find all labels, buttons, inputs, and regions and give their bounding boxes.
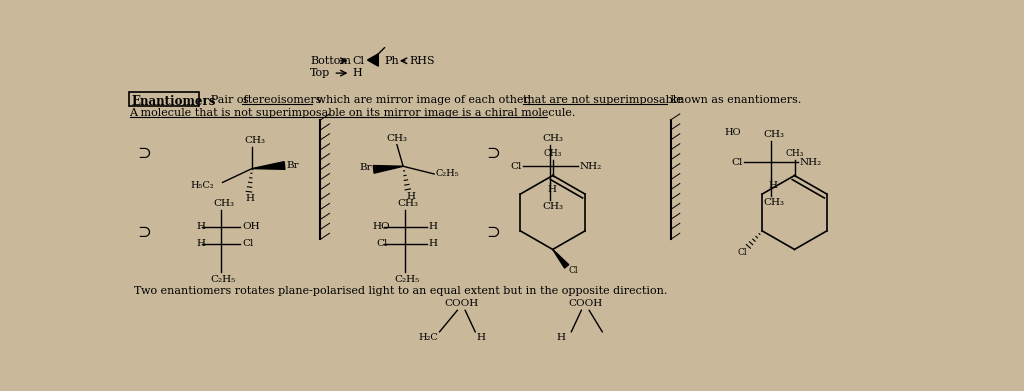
Text: H: H <box>407 192 415 201</box>
Text: CH₃: CH₃ <box>543 202 563 211</box>
Text: CH₃: CH₃ <box>764 198 784 207</box>
Text: CH₃: CH₃ <box>543 134 563 143</box>
Text: Cl: Cl <box>242 239 253 248</box>
Text: H: H <box>557 334 566 343</box>
Text: ⊃: ⊃ <box>137 145 152 163</box>
Text: H₅C₂: H₅C₂ <box>190 181 214 190</box>
Text: C₂H₅: C₂H₅ <box>210 275 236 284</box>
Polygon shape <box>368 54 378 66</box>
Text: H: H <box>768 181 777 190</box>
Text: H: H <box>429 222 437 231</box>
Text: CH₃: CH₃ <box>386 134 408 143</box>
Text: CH₃: CH₃ <box>764 130 784 139</box>
Text: Ph: Ph <box>385 56 399 66</box>
Text: CH₃: CH₃ <box>213 199 234 208</box>
Polygon shape <box>252 161 285 169</box>
Text: C₂H₅: C₂H₅ <box>435 169 460 178</box>
Text: COOH: COOH <box>568 300 602 308</box>
Text: CH₃: CH₃ <box>245 136 265 145</box>
Text: ⊃: ⊃ <box>137 224 152 241</box>
Text: H: H <box>197 222 205 231</box>
Text: H: H <box>429 239 437 248</box>
Text: Cl: Cl <box>737 248 748 257</box>
Text: CH₃: CH₃ <box>544 149 562 158</box>
Text: Enantiomers: Enantiomers <box>131 95 215 108</box>
Text: H: H <box>547 185 556 194</box>
Text: Cl: Cl <box>731 158 742 167</box>
Text: A molecule that is not superimposable on its mirror image is a chiral molecule.: A molecule that is not superimposable on… <box>130 108 575 118</box>
Text: H: H <box>352 68 361 79</box>
Text: H: H <box>197 239 205 248</box>
Polygon shape <box>374 165 403 173</box>
Text: Top: Top <box>310 68 331 79</box>
Text: known as enantiomers.: known as enantiomers. <box>668 95 802 105</box>
Text: that are not superimposable: that are not superimposable <box>523 95 683 105</box>
Text: NH₂: NH₂ <box>579 161 601 170</box>
Text: OH: OH <box>242 222 259 231</box>
Text: Cl: Cl <box>352 56 364 66</box>
Text: which are mirror image of each other,: which are mirror image of each other, <box>313 95 535 105</box>
Text: H: H <box>477 334 485 343</box>
Text: ⊃: ⊃ <box>486 145 500 163</box>
Text: ⊃: ⊃ <box>486 224 500 241</box>
Polygon shape <box>553 249 568 268</box>
Text: Bottom: Bottom <box>310 56 351 66</box>
Text: Two enantiomers rotates plane-polarised light to an equal extent but in the oppo: Two enantiomers rotates plane-polarised … <box>134 285 668 296</box>
Text: : Pair of: : Pair of <box>200 95 251 105</box>
Text: C₂H₅: C₂H₅ <box>394 275 420 284</box>
Text: HO: HO <box>725 128 741 137</box>
Text: Br: Br <box>286 161 299 170</box>
Text: Br: Br <box>359 163 373 172</box>
Text: CH₃: CH₃ <box>785 149 804 158</box>
Text: HO: HO <box>373 222 390 231</box>
Text: stereoisomers: stereoisomers <box>242 95 322 105</box>
Text: Cl: Cl <box>510 161 521 170</box>
Text: Cl: Cl <box>376 239 387 248</box>
Text: COOH: COOH <box>444 300 478 308</box>
Text: H: H <box>246 194 255 203</box>
Text: NH₂: NH₂ <box>800 158 822 167</box>
Text: H₂C: H₂C <box>419 334 438 343</box>
Text: Cl: Cl <box>568 266 578 275</box>
Text: CH₃: CH₃ <box>397 199 419 208</box>
Text: RHS: RHS <box>410 56 435 66</box>
